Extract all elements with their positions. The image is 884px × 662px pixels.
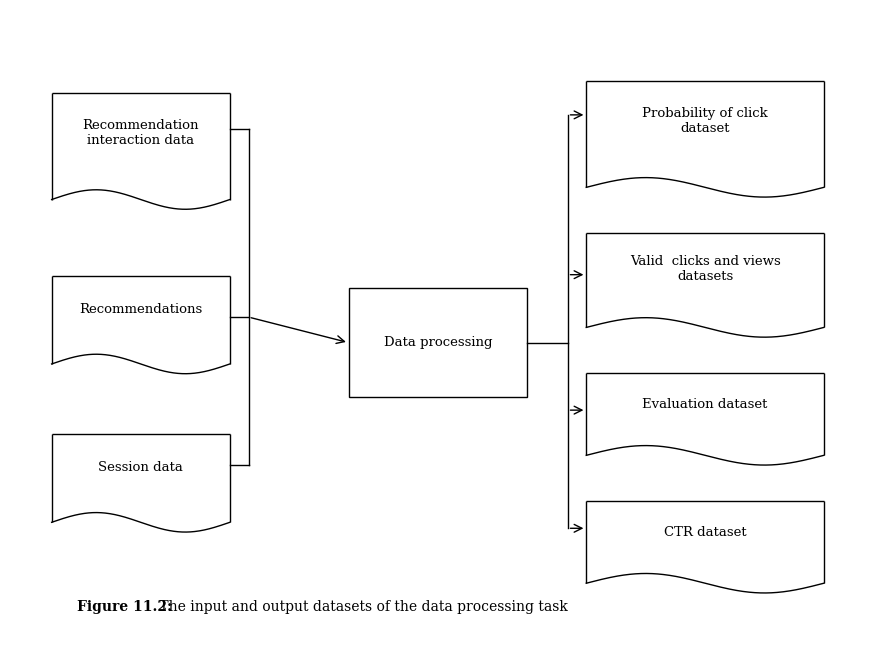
Text: Data processing: Data processing bbox=[384, 336, 492, 349]
Bar bbox=[348, 288, 527, 397]
Text: Recommendations: Recommendations bbox=[79, 303, 202, 316]
Text: Figure 11.2:: Figure 11.2: bbox=[77, 600, 172, 614]
Text: Evaluation dataset: Evaluation dataset bbox=[643, 398, 768, 411]
Text: CTR dataset: CTR dataset bbox=[664, 526, 746, 539]
Text: Session data: Session data bbox=[98, 461, 183, 474]
Text: Recommendation
interaction data: Recommendation interaction data bbox=[82, 119, 199, 148]
Text: Probability of click
dataset: Probability of click dataset bbox=[642, 107, 768, 135]
Text: The input and output datasets of the data processing task: The input and output datasets of the dat… bbox=[156, 600, 568, 614]
Text: Valid  clicks and views
datasets: Valid clicks and views datasets bbox=[629, 255, 781, 283]
